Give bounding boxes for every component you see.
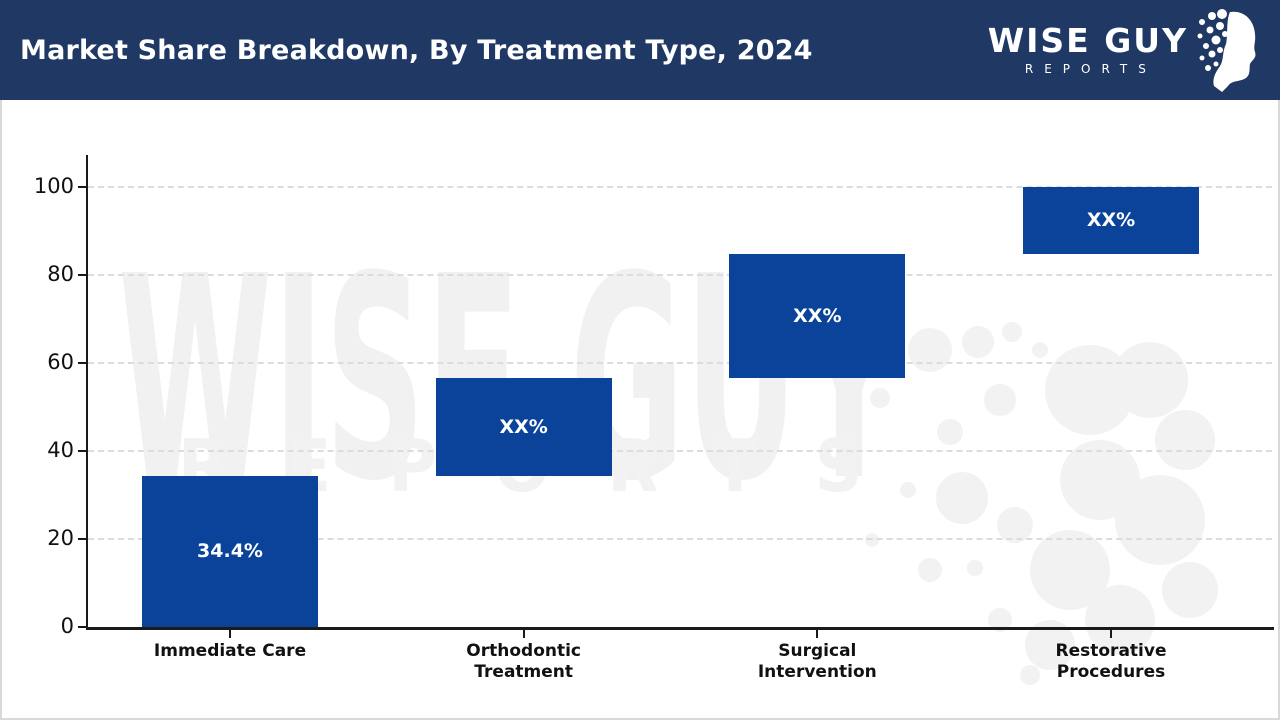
x-axis-line	[86, 627, 1274, 630]
y-tick-label: 80	[47, 262, 74, 286]
bar-value-label: 34.4%	[197, 540, 263, 563]
x-tick-mark	[1110, 630, 1112, 638]
brand-logo: WISE GUY REPORTS	[988, 8, 1258, 92]
category-label-line: Orthodontic	[466, 641, 582, 661]
bar-segment: XX%	[729, 253, 906, 379]
y-tick-mark	[78, 274, 86, 276]
category-label-line: Treatment	[474, 662, 574, 682]
category-label: Orthodontic Treatment	[394, 641, 654, 683]
y-tick-label: 60	[47, 350, 74, 374]
x-tick-mark	[522, 630, 525, 638]
bar-value-label: XX%	[1086, 209, 1136, 232]
y-tick-label: 100	[33, 174, 74, 198]
y-gridline	[88, 450, 1272, 452]
category-label-line: Procedures	[1056, 662, 1166, 682]
y-gridline	[88, 274, 1272, 276]
brand-sub: REPORTS	[1024, 62, 1157, 76]
y-tick-label: 0	[60, 614, 74, 638]
category-label-line: Restorative	[1055, 641, 1167, 661]
y-gridline	[88, 362, 1272, 364]
bar-segment: XX%	[435, 378, 612, 476]
y-tick-mark	[78, 626, 86, 628]
y-gridline	[88, 538, 1272, 540]
x-tick-mark	[229, 630, 231, 638]
category-label: Immediate Care	[100, 641, 360, 662]
header: Market Share Breakdown, By Treatment Typ…	[0, 0, 1280, 100]
bar-segment: XX%	[1023, 187, 1199, 254]
category-label-line: Surgical	[778, 641, 857, 661]
y-tick-mark	[78, 450, 86, 452]
brand-head-icon	[1197, 9, 1256, 92]
bar-value-label: XX%	[499, 416, 548, 438]
category-label-line: Immediate Care	[153, 641, 307, 661]
brand-text: WISE GUY REPORTS	[988, 24, 1188, 76]
y-tick-mark	[78, 362, 86, 364]
category-label: Surgical Intervention	[687, 641, 947, 683]
page-title: Market Share Breakdown, By Treatment Typ…	[20, 34, 813, 66]
bar-value-label: XX%	[793, 305, 842, 328]
y-tick-mark	[78, 538, 86, 540]
category-label-line: Intervention	[757, 662, 877, 682]
category-label: Restorative Procedures	[981, 641, 1241, 683]
brand-name: WISE GUY	[987, 21, 1188, 60]
y-axis-line	[86, 155, 88, 629]
y-tick-label: 40	[47, 438, 74, 462]
watermark-head-icon	[865, 322, 1218, 685]
y-tick-label: 20	[47, 526, 74, 550]
y-gridline	[88, 186, 1272, 188]
y-tick-mark	[78, 186, 86, 188]
bar-segment: 34.4%	[142, 475, 318, 627]
x-tick-mark	[816, 630, 819, 638]
